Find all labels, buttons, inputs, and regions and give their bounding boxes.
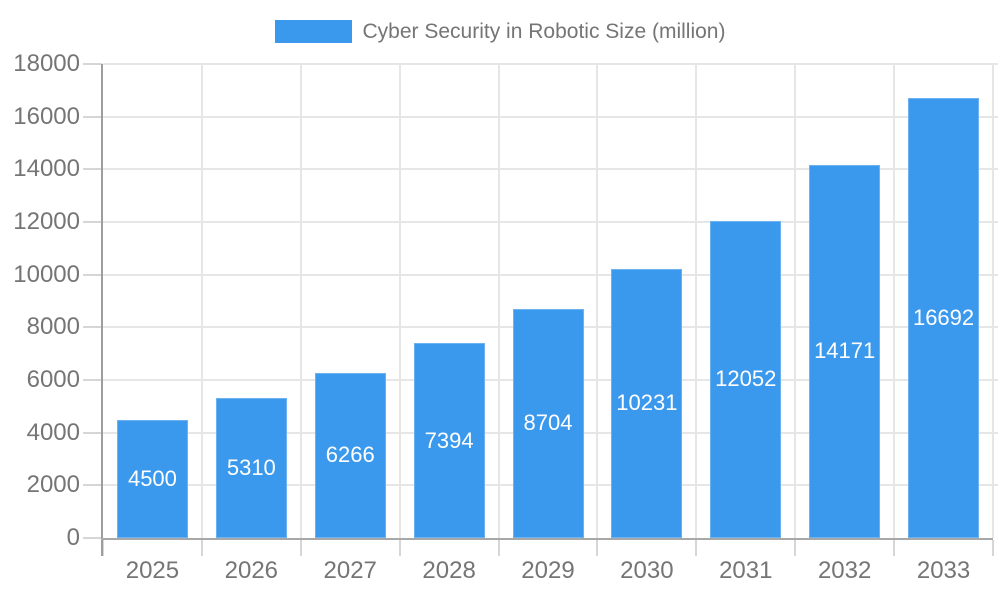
x-axis-tick-label: 2028 [422, 557, 476, 584]
y-axis-tick [83, 168, 102, 171]
x-axis-tick-label: 2026 [224, 557, 279, 584]
y-axis-tick-label: 10000 [13, 260, 80, 288]
y-axis-line [101, 64, 103, 556]
legend[interactable]: Cyber Security in Robotic Size (million) [0, 18, 1000, 45]
bar-value-label: 7394 [424, 427, 474, 453]
gridline-vertical [200, 64, 203, 538]
bar-value-label: 5310 [226, 455, 276, 481]
gridline-vertical [695, 64, 698, 538]
y-axis-tick-label: 4000 [26, 418, 80, 446]
x-axis-line [101, 538, 993, 540]
x-axis-tick-label: 2027 [323, 557, 377, 584]
x-axis-tick [893, 540, 896, 556]
bar[interactable] [413, 343, 485, 538]
legend-label: Cyber Security in Robotic Size (million) [362, 20, 726, 43]
y-axis-tick-label: 8000 [26, 313, 80, 341]
bar[interactable] [710, 220, 782, 538]
gridline-horizontal [103, 168, 998, 171]
y-axis-tick [83, 63, 102, 65]
y-axis-tick-label: 12000 [13, 208, 80, 235]
y-axis-tick [83, 115, 102, 118]
gridline-vertical [398, 64, 401, 538]
bar-value-label: 4500 [127, 465, 177, 491]
y-axis-tick-label: 6000 [26, 366, 80, 393]
bar[interactable] [809, 164, 881, 538]
x-axis-tick-label: 2032 [817, 557, 872, 584]
legend-swatch[interactable] [274, 20, 352, 43]
x-axis-tick-label: 2029 [521, 557, 575, 584]
x-axis-tick-label: 2031 [719, 557, 773, 584]
y-axis-tick [83, 484, 102, 487]
y-axis-tick-label: 16000 [13, 102, 80, 130]
x-axis-tick [992, 540, 994, 556]
y-axis-tick-label: 2000 [26, 471, 80, 499]
bar[interactable] [116, 419, 188, 538]
gridline-horizontal [103, 221, 998, 223]
bar[interactable] [611, 268, 683, 538]
bar[interactable] [512, 308, 584, 538]
gridline-horizontal [103, 115, 998, 118]
bar-value-label: 6266 [325, 442, 375, 468]
gridline-vertical [299, 64, 302, 538]
gridline-vertical [992, 64, 994, 538]
y-axis-tick [83, 326, 102, 329]
y-axis-tick-label: 14000 [13, 155, 80, 183]
x-axis-tick [299, 540, 302, 556]
y-axis-tick [83, 221, 102, 223]
x-axis-tick [497, 540, 500, 556]
gridline-horizontal [103, 63, 998, 65]
bar-value-label: 10231 [616, 390, 678, 416]
bar[interactable] [215, 398, 287, 538]
gridline-vertical [497, 64, 500, 538]
y-axis-tick [83, 273, 102, 276]
y-axis-tick-label: 18000 [13, 50, 80, 77]
y-axis-tick [83, 537, 102, 539]
x-axis-tick [398, 540, 401, 556]
x-axis-tick-label: 2033 [916, 557, 971, 584]
bar-value-label: 14171 [814, 338, 876, 364]
gridline-vertical [893, 64, 896, 538]
y-axis-tick [83, 431, 102, 434]
gridline-vertical [596, 64, 599, 538]
x-axis-tick [200, 540, 203, 556]
x-axis-tick-label: 2025 [125, 557, 180, 584]
gridline-horizontal [103, 273, 998, 276]
gridline-vertical [794, 64, 797, 538]
y-axis-tick-label: 0 [66, 524, 80, 551]
bar[interactable] [908, 98, 980, 538]
y-axis-tick [83, 379, 102, 381]
x-axis-tick-label: 2030 [620, 557, 674, 584]
x-axis-tick [695, 540, 698, 556]
bar-value-label: 16692 [912, 305, 975, 331]
bar-value-label: 8704 [523, 410, 573, 436]
bar-value-label: 12052 [715, 366, 777, 392]
x-axis-tick [102, 540, 104, 556]
bar[interactable] [314, 372, 386, 538]
x-axis-tick [596, 540, 599, 556]
x-axis-tick [794, 540, 797, 556]
